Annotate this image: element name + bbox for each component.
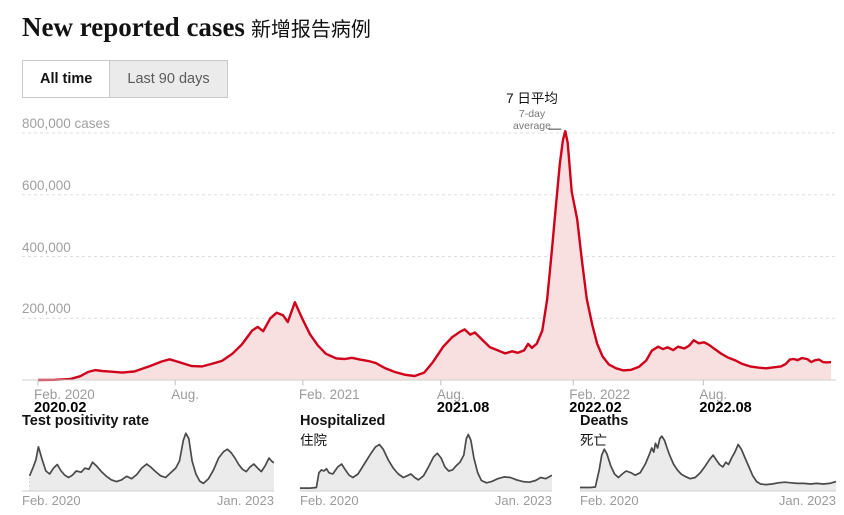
thumbnail-title: Test positivity rate (22, 413, 150, 429)
thumbnail-hospitalized[interactable]: Hospitalized 住院 Feb. 2020 Jan. 2023 (300, 413, 552, 508)
tab-last-90-days[interactable]: Last 90 days (110, 61, 227, 97)
test-positivity-chart (22, 432, 274, 492)
thumbnail-line (300, 433, 552, 489)
cases-line (37, 129, 832, 382)
thumbnail-x-labels: Feb. 2020 Jan. 2023 (580, 493, 836, 508)
thumbnail-line (580, 435, 836, 489)
peak-annotation-en-1: 7-day (518, 107, 546, 120)
thumbnail-area-fill (29, 433, 274, 491)
thumbnail-subtitle-zh: 住院 (300, 433, 327, 448)
x-label-left: Feb. 2020 (300, 493, 359, 508)
thumbnail-x-labels: Feb. 2020 Jan. 2023 (22, 493, 274, 508)
thumbnail-title: Hospitalized (300, 413, 386, 429)
page-title-zh: 新增报告病例 (250, 19, 371, 41)
thumbnail-area-fill (300, 434, 552, 491)
thumbnail-deaths[interactable]: Deaths 死亡 Feb. 2020 Jan. 2023 (580, 413, 836, 508)
x-label-right: Jan. 2023 (778, 493, 836, 508)
x-label-left: Feb. 2020 (22, 493, 81, 508)
peak-annotation-zh: 7 日平均 (506, 91, 558, 106)
thumbnail-title: Deaths (580, 413, 629, 429)
peak-annotation-en-2: average (513, 119, 551, 132)
thumbnail-line (28, 432, 274, 485)
thumbnail-subtitle-zh: 死亡 (580, 433, 607, 448)
thumbnail-x-labels: Feb. 2020 Jan. 2023 (300, 493, 552, 508)
thumbnail-test-positivity[interactable]: Test positivity rate Feb. 2020 Jan. 2023 (22, 413, 274, 508)
page-title-en: New reported cases (22, 12, 245, 42)
tab-all-time[interactable]: All time (23, 61, 111, 97)
deaths-chart (580, 435, 836, 492)
x-label-left: Feb. 2020 (580, 493, 639, 508)
page-title: New reported cases 新增报告病例 (22, 12, 371, 43)
cases-area-fill (38, 131, 831, 380)
hospitalized-chart (300, 433, 552, 492)
x-label-right: Jan. 2023 (216, 493, 274, 508)
thumbnail-area-fill (580, 436, 836, 491)
x-label-right: Jan. 2023 (494, 493, 552, 508)
peak-annotation: 7 日平均 7-day average (477, 91, 587, 132)
time-range-tabs: All time Last 90 days (22, 60, 228, 98)
